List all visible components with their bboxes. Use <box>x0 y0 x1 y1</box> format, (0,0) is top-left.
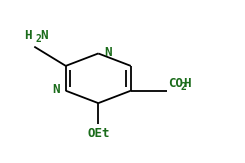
Text: 2: 2 <box>181 82 186 92</box>
Text: OEt: OEt <box>87 127 110 140</box>
Text: N: N <box>40 29 48 42</box>
Text: N: N <box>104 46 112 59</box>
Text: H: H <box>184 77 191 90</box>
Text: H: H <box>24 29 32 42</box>
Text: N: N <box>52 83 60 96</box>
Text: 2: 2 <box>36 34 41 44</box>
Text: CO: CO <box>168 77 183 90</box>
